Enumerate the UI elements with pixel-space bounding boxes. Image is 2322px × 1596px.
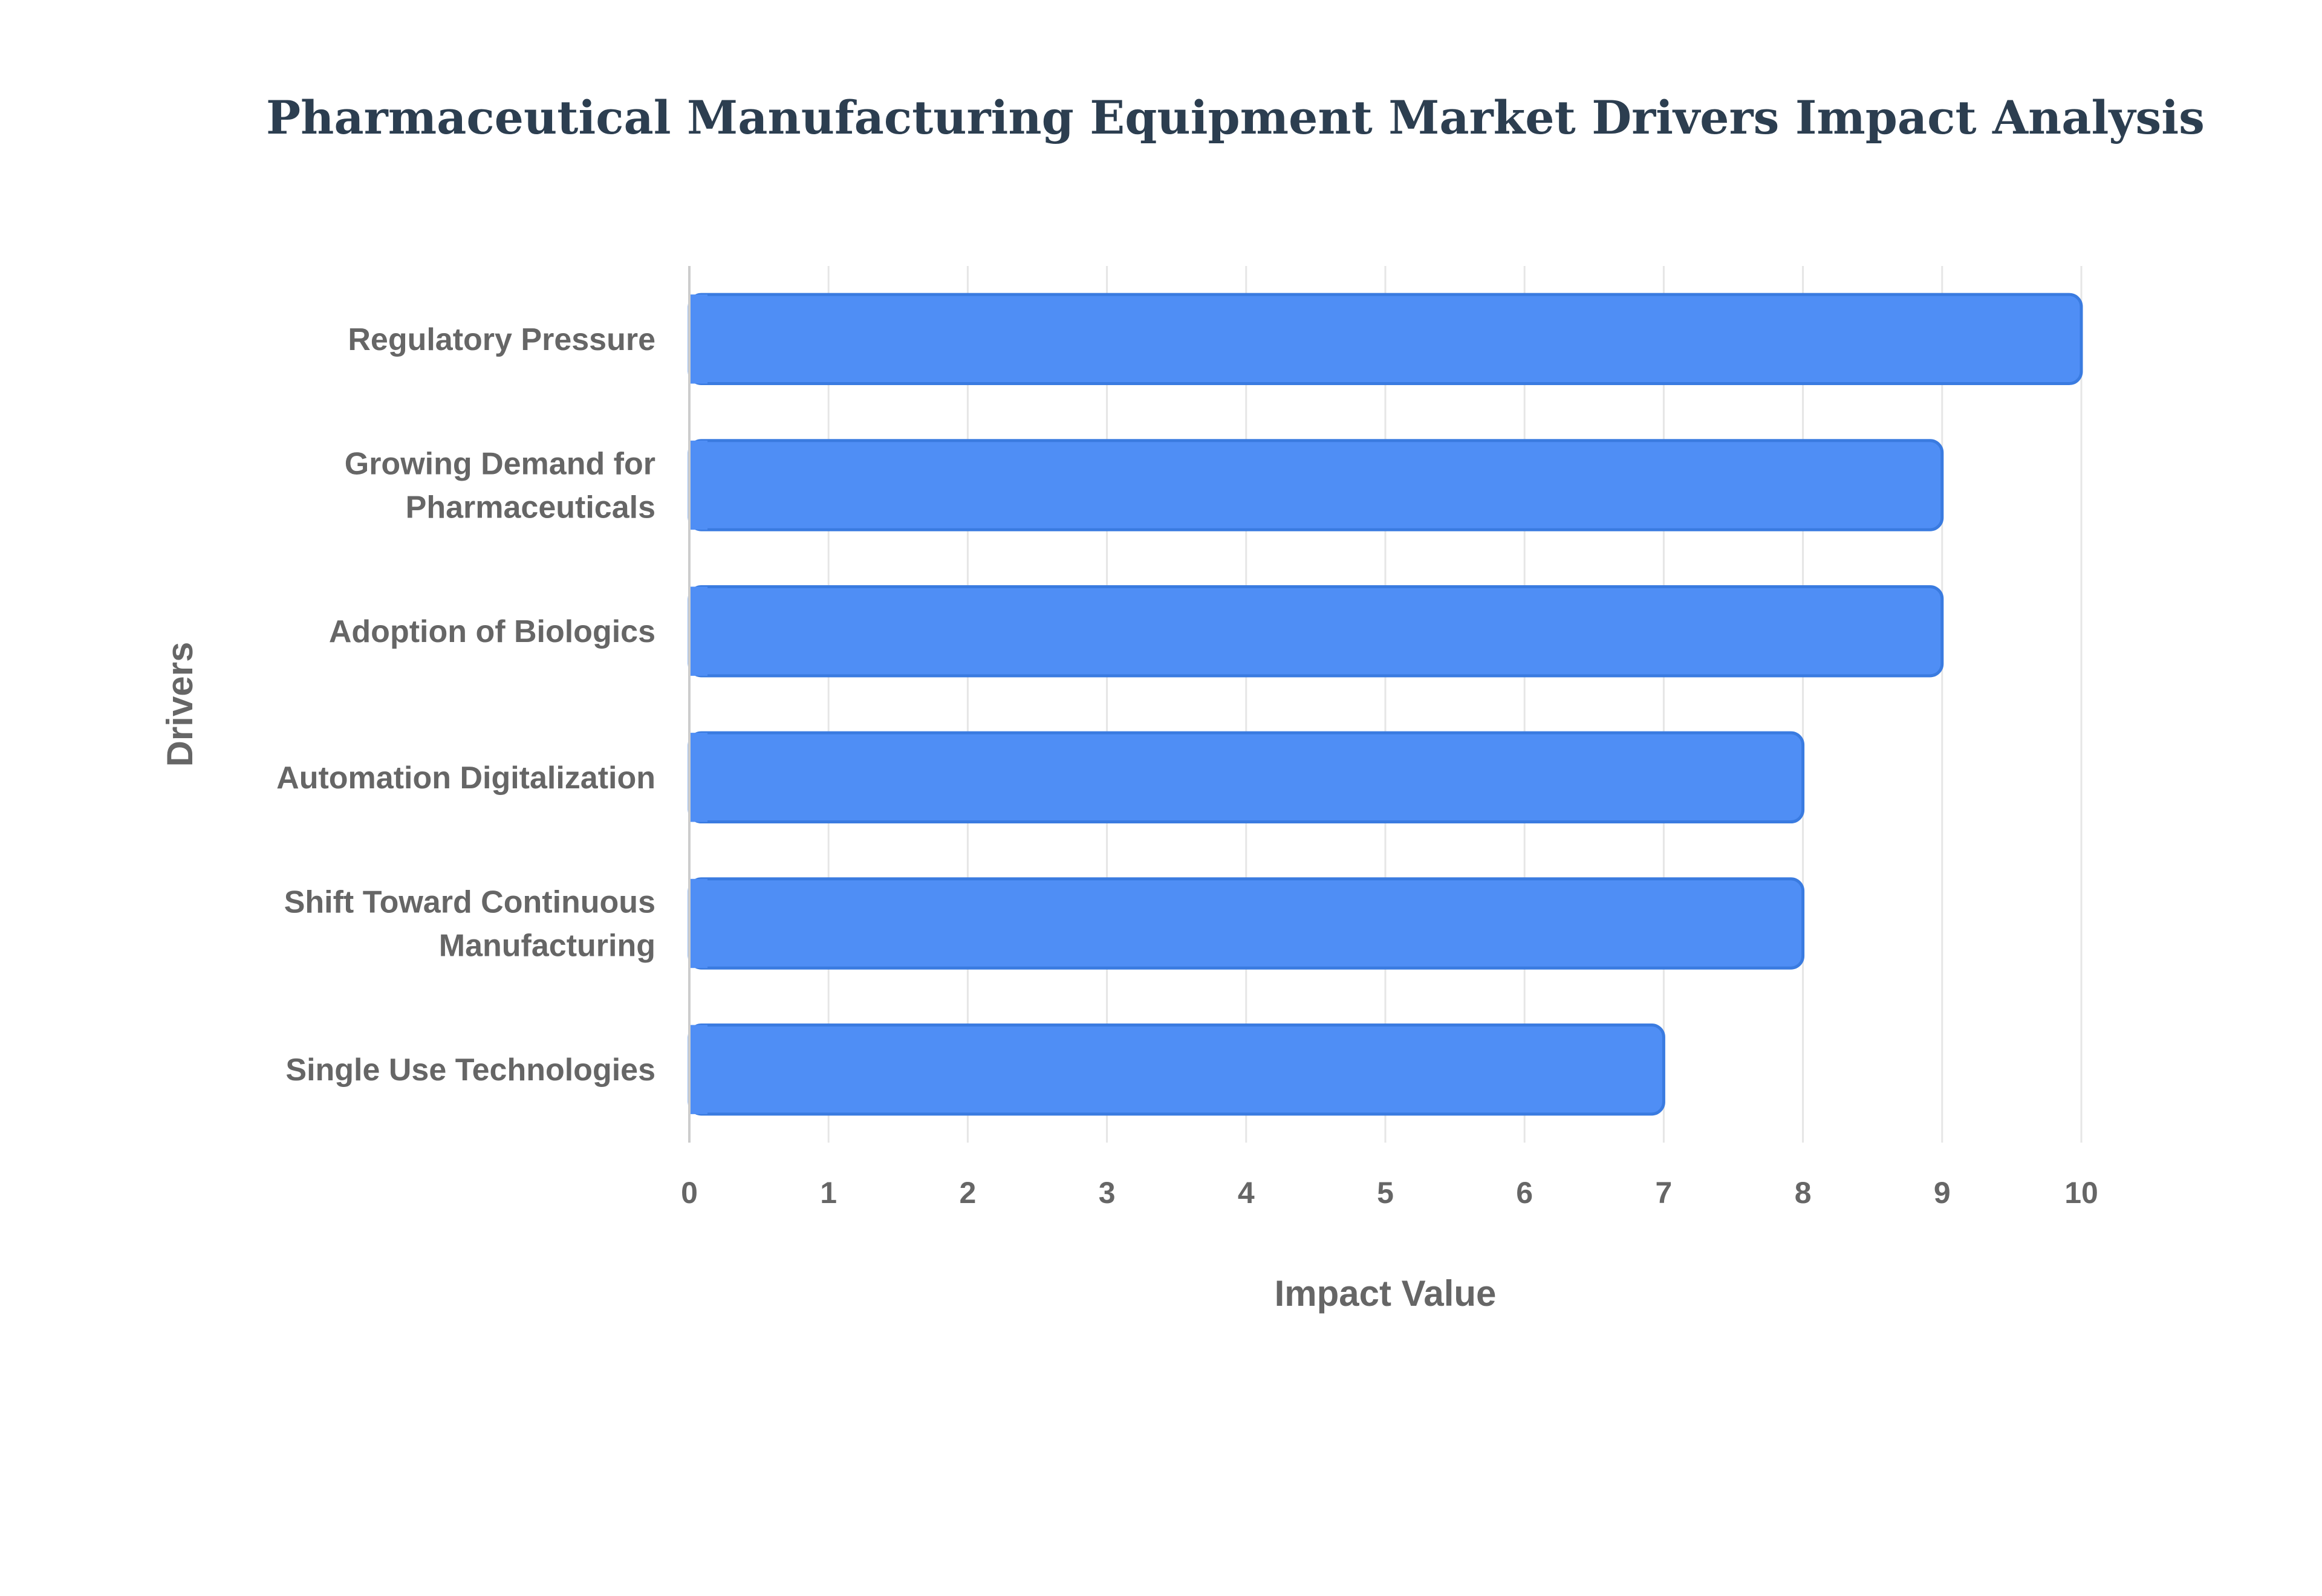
y-tick-label: Automation Digitalization bbox=[276, 761, 655, 796]
bar-5[interactable] bbox=[688, 1023, 1665, 1116]
y-tick-label-line: Single Use Technologies bbox=[285, 1053, 655, 1088]
chart-title: Pharmaceutical Manufacturing Equipment M… bbox=[266, 91, 2205, 144]
x-tick-label: 5 bbox=[1377, 1176, 1394, 1210]
bar-4[interactable] bbox=[688, 877, 1805, 970]
y-axis-title: Drivers bbox=[160, 642, 200, 767]
bar-base-1 bbox=[689, 440, 707, 530]
x-tick-label: 6 bbox=[1516, 1176, 1533, 1210]
y-tick-label: Shift Toward Continuous Manufacturing bbox=[284, 885, 655, 964]
x-tick-label: 2 bbox=[959, 1176, 976, 1210]
y-tick-label-line: Pharmaceuticals bbox=[406, 490, 655, 525]
x-tick-label: 1 bbox=[820, 1176, 837, 1210]
y-tick-label-line: Regulatory Pressure bbox=[348, 322, 655, 357]
bar-base-4 bbox=[689, 878, 707, 968]
bar-1[interactable] bbox=[688, 439, 1944, 531]
gridlines bbox=[827, 266, 2083, 1143]
y-tick-label-line: Growing Demand for bbox=[345, 447, 655, 482]
bar-base-3 bbox=[689, 733, 707, 822]
bar-base-2 bbox=[689, 586, 707, 676]
x-tick-label: 8 bbox=[1795, 1176, 1812, 1210]
y-tick-label: Single Use Technologies bbox=[285, 1053, 655, 1088]
y-tick-label-line: Manufacturing bbox=[439, 929, 655, 964]
x-tick-label: 0 bbox=[681, 1176, 698, 1210]
x-tick-label: 7 bbox=[1655, 1176, 1672, 1210]
labels: Regulatory Pressure Growing Demand for Pha… bbox=[160, 322, 2098, 1314]
bar-3[interactable] bbox=[688, 731, 1805, 824]
y-tick-label: Regulatory Pressure bbox=[348, 322, 655, 357]
bar-base-5 bbox=[689, 1025, 707, 1114]
x-tick-label: 3 bbox=[1099, 1176, 1116, 1210]
bar-base-0 bbox=[689, 294, 707, 384]
y-tick-label-line: Shift Toward Continuous bbox=[284, 885, 655, 920]
x-axis-title: Impact Value bbox=[1275, 1273, 1497, 1314]
x-tick-label: 9 bbox=[1934, 1176, 1951, 1210]
y-tick-label-line: Adoption of Biologics bbox=[329, 614, 655, 649]
bar-2[interactable] bbox=[688, 585, 1944, 678]
bar-0[interactable] bbox=[688, 293, 2083, 386]
y-tick-label: Adoption of Biologics bbox=[329, 614, 655, 649]
x-tick-label: 4 bbox=[1238, 1176, 1255, 1210]
x-tick-label: 10 bbox=[2064, 1176, 2098, 1210]
y-tick-label: Growing Demand for Pharmaceuticals bbox=[345, 447, 655, 525]
y-tick-label-line: Automation Digitalization bbox=[276, 761, 655, 796]
